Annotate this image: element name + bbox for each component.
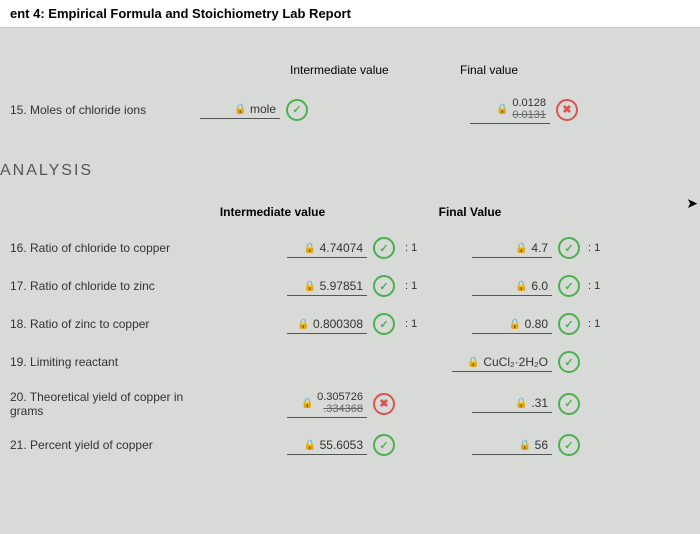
- lock-icon: 🔒: [509, 319, 519, 329]
- x-icon: ✖: [373, 393, 395, 415]
- analysis-title: ANALYSIS: [0, 162, 680, 180]
- page-title: ent 4: Empirical Formula and Stoichiomet…: [0, 0, 700, 28]
- ratio-suffix: : 1: [395, 280, 430, 292]
- check-icon: ✓: [558, 313, 580, 335]
- final-suffix: : 1: [580, 318, 610, 330]
- inter-field-20[interactable]: 🔒 0.305726 .334368: [287, 389, 367, 418]
- row-21-label: 21. Percent yield of copper: [0, 438, 200, 452]
- final-field-19[interactable]: 🔒 CuCl₂·2H₂O: [452, 353, 552, 372]
- final-val-19: CuCl₂·2H₂O: [483, 355, 548, 369]
- intermediate-header: Intermediate value: [290, 63, 460, 77]
- lock-icon: 🔒: [301, 398, 311, 408]
- final-val-20: .31: [531, 396, 548, 410]
- final-field[interactable]: 🔒 4.7: [472, 239, 552, 258]
- unit-value: mole: [250, 102, 276, 116]
- inter-val-21: 55.6053: [320, 438, 363, 452]
- check-icon: ✓: [286, 99, 308, 121]
- inter-value: 4.74074: [320, 241, 363, 255]
- row-20: 20. Theoretical yield of copper in grams…: [0, 381, 680, 426]
- row-15-label: 15. Moles of chloride ions: [0, 103, 200, 117]
- analysis-final-head: Final Value: [405, 205, 535, 219]
- check-icon: ✓: [558, 275, 580, 297]
- final-value: 6.0: [531, 279, 548, 293]
- row-21: 21. Percent yield of copper 🔒 55.6053 ✓ …: [0, 426, 680, 464]
- final-field-15[interactable]: 🔒 0.0128 0.0131: [470, 95, 550, 124]
- check-icon: ✓: [373, 434, 395, 456]
- row-label: 16. Ratio of chloride to copper: [0, 241, 200, 255]
- final-field[interactable]: 🔒 0.80: [472, 315, 552, 334]
- analysis-row: 18. Ratio of zinc to copper🔒0.800308✓: 1…: [0, 305, 680, 343]
- inter-strike-20: .334368: [323, 403, 363, 415]
- final-top-15: 0.0128: [512, 97, 546, 109]
- content-area: Intermediate value Final value 15. Moles…: [0, 28, 700, 474]
- final-field-20[interactable]: 🔒 .31: [472, 394, 552, 413]
- row-label: 18. Ratio of zinc to copper: [0, 317, 200, 331]
- analysis-row: 16. Ratio of chloride to copper 🔒 4.74074 ✓…: [0, 229, 680, 267]
- final-strike-15: 0.0131: [512, 109, 546, 121]
- final-field[interactable]: 🔒 6.0: [472, 277, 552, 296]
- final-val-21: 56: [535, 438, 548, 452]
- x-icon: ✖: [556, 99, 578, 121]
- cursor-icon: ➤: [686, 195, 698, 212]
- top-header-row: Intermediate value Final value: [0, 38, 680, 87]
- row-19: 19. Limiting reactant 🔒 CuCl₂·2H₂O ✓: [0, 343, 680, 381]
- row-label: 17. Ratio of chloride to zinc: [0, 279, 200, 293]
- unit-field[interactable]: 🔒 mole: [200, 100, 280, 119]
- check-icon: ✓: [373, 275, 395, 297]
- final-suffix: : 1: [580, 280, 610, 292]
- row-15: 15. Moles of chloride ions 🔒 mole ✓ 🔒 0.…: [0, 87, 680, 132]
- final-suffix: : 1: [580, 242, 610, 254]
- lock-icon: 🔒: [515, 281, 525, 291]
- check-icon: ✓: [558, 434, 580, 456]
- inter-field[interactable]: 🔒 0.800308: [287, 315, 367, 334]
- lock-icon: 🔒: [467, 357, 477, 367]
- inter-top-20: 0.305726: [317, 391, 363, 403]
- inter-value: 0.800308: [313, 317, 363, 331]
- inter-field-21[interactable]: 🔒 55.6053: [287, 436, 367, 455]
- inter-value: 5.97851: [320, 279, 363, 293]
- lock-icon: 🔒: [234, 104, 244, 114]
- lock-icon: 🔒: [304, 243, 314, 253]
- inter-field[interactable]: 🔒 5.97851: [287, 277, 367, 296]
- lock-icon: 🔒: [515, 243, 525, 253]
- lock-icon: 🔒: [515, 398, 525, 408]
- check-icon: ✓: [373, 313, 395, 335]
- final-field-21[interactable]: 🔒 56: [472, 436, 552, 455]
- ratio-suffix: : 1: [395, 242, 430, 254]
- check-icon: ✓: [373, 237, 395, 259]
- final-header: Final value: [460, 63, 580, 77]
- lock-icon: 🔒: [304, 440, 314, 450]
- lock-icon: 🔒: [519, 440, 529, 450]
- final-value: 4.7: [531, 241, 548, 255]
- ratio-suffix: : 1: [395, 318, 430, 330]
- lock-icon: 🔒: [304, 281, 314, 291]
- lock-icon: 🔒: [297, 319, 307, 329]
- check-icon: ✓: [558, 393, 580, 415]
- analysis-header-row: Intermediate value Final Value: [0, 195, 680, 229]
- row-20-label: 20. Theoretical yield of copper in grams: [0, 390, 200, 418]
- final-value: 0.80: [525, 317, 548, 331]
- row-19-label: 19. Limiting reactant: [0, 355, 200, 369]
- analysis-inter-head: Intermediate value: [200, 205, 345, 219]
- inter-field[interactable]: 🔒 4.74074: [287, 239, 367, 258]
- check-icon: ✓: [558, 351, 580, 373]
- lock-icon: 🔒: [496, 104, 506, 114]
- check-icon: ✓: [558, 237, 580, 259]
- analysis-row: 17. Ratio of chloride to zinc🔒5.97851✓: …: [0, 267, 680, 305]
